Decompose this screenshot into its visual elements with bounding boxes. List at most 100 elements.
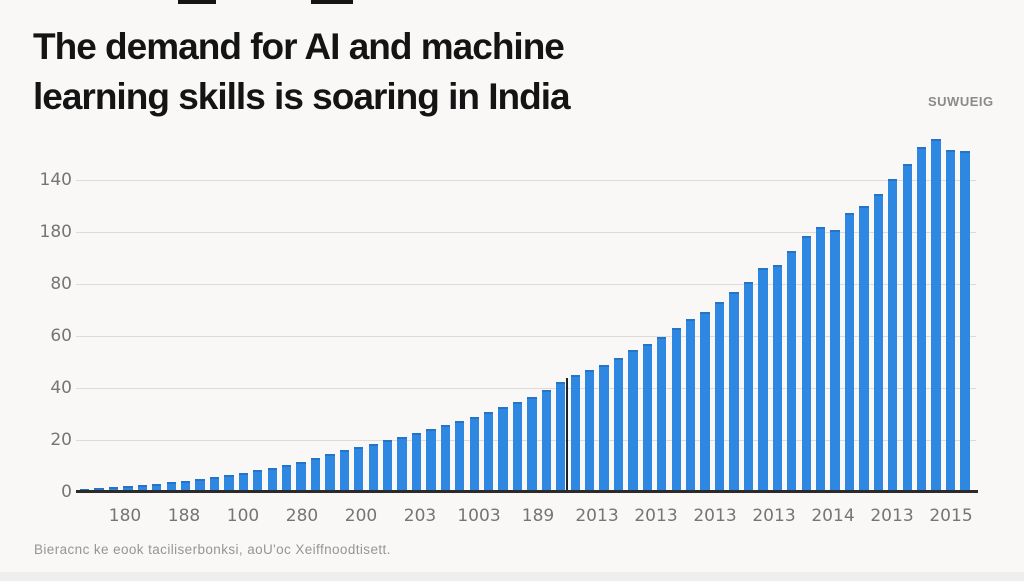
y-axis-tick-label: 60	[50, 326, 72, 346]
bar	[325, 454, 335, 492]
bar	[123, 486, 133, 492]
bar	[743, 281, 754, 492]
gridline	[76, 180, 976, 181]
bar	[844, 213, 855, 492]
bar-series	[80, 135, 978, 492]
y-axis-tick-label: 0	[61, 482, 72, 502]
bar	[181, 481, 191, 492]
chart-title-line1: The demand for AI and machine	[33, 26, 565, 67]
bar	[166, 482, 176, 492]
bar	[209, 476, 220, 492]
y-axis-tick-label: 80	[50, 274, 72, 294]
bar	[671, 327, 681, 492]
bar	[282, 465, 292, 492]
x-axis-tick-label: 200	[344, 506, 378, 526]
bar	[772, 265, 782, 492]
bar	[108, 487, 119, 492]
vertical-marker-line	[566, 378, 568, 493]
bar	[354, 447, 364, 492]
x-axis-tick-label: 2015	[929, 506, 973, 526]
x-axis-tick-label: 2013	[752, 506, 796, 526]
x-axis-tick-label: 2013	[693, 506, 737, 526]
bar	[859, 206, 869, 492]
footnote-text: Bieracnc ke eook taciliserbonksi, aoU'oc…	[34, 542, 391, 557]
gridline	[76, 284, 976, 285]
x-axis-tick-label: 2013	[634, 506, 678, 526]
source-logo-text: SUWUEIG	[928, 94, 994, 109]
bottom-band	[0, 572, 1024, 581]
bar	[902, 163, 912, 492]
bar	[585, 370, 595, 492]
bar	[613, 358, 624, 492]
y-axis-tick-label: 180	[39, 222, 72, 242]
bar	[599, 365, 609, 492]
bar	[440, 424, 451, 492]
bar	[541, 390, 552, 492]
gridline	[76, 232, 976, 233]
gridline	[76, 440, 976, 441]
x-axis-tick-label: 180	[108, 506, 142, 526]
y-axis-tick-label: 140	[39, 170, 72, 190]
x-axis-tick-label: 2013	[870, 506, 914, 526]
gridline	[76, 336, 976, 337]
bar	[758, 267, 768, 492]
bar	[253, 469, 263, 492]
bar	[411, 433, 422, 492]
bar	[657, 337, 667, 492]
x-axis-tick-label: 1003	[457, 506, 501, 526]
top-edge-mark	[311, 0, 353, 4]
bar	[686, 319, 696, 492]
bar	[455, 421, 465, 492]
bar	[960, 150, 970, 492]
bar	[830, 229, 840, 492]
bar	[873, 194, 883, 492]
bar	[368, 443, 378, 492]
bar	[397, 436, 407, 492]
bar	[945, 150, 956, 492]
bar	[527, 397, 537, 492]
x-axis-tick-label: 280	[285, 506, 319, 526]
x-axis-tick-label: 100	[226, 506, 260, 526]
bar	[570, 375, 580, 492]
top-edge-mark	[178, 0, 216, 4]
x-axis-tick-label: 203	[403, 506, 437, 526]
bar	[484, 411, 494, 492]
bar	[296, 462, 306, 492]
gridline	[76, 388, 976, 389]
bar	[498, 407, 508, 492]
bar	[729, 292, 739, 492]
bar	[642, 344, 653, 492]
bar	[224, 475, 234, 492]
bar	[310, 457, 321, 492]
bar	[628, 350, 638, 492]
chart-title-line2: learning skills is soaring in India	[33, 76, 571, 117]
bar	[556, 382, 566, 492]
bar	[383, 440, 393, 492]
bar	[801, 235, 811, 492]
y-axis-tick-label: 20	[50, 430, 72, 450]
x-axis-line	[76, 490, 978, 493]
bar	[267, 468, 277, 492]
bar	[137, 485, 148, 492]
x-axis-tick-label: 2013	[575, 506, 619, 526]
bar	[931, 138, 941, 492]
bar	[238, 473, 249, 492]
bar	[787, 251, 797, 492]
bar	[916, 147, 927, 492]
bar	[888, 179, 898, 492]
x-axis-tick-label: 188	[167, 506, 201, 526]
bar	[426, 429, 436, 492]
y-axis-tick-label: 40	[50, 378, 72, 398]
bar	[512, 402, 523, 492]
bar	[339, 449, 350, 492]
bar	[700, 312, 710, 492]
bar	[469, 417, 479, 492]
chart-title: The demand for AI and machine learning sk…	[33, 22, 693, 122]
bar	[815, 227, 826, 492]
bar	[152, 483, 162, 492]
bar	[195, 479, 205, 492]
x-axis-tick-label: 2014	[811, 506, 855, 526]
bar	[714, 301, 725, 492]
x-axis-tick-label: 189	[521, 506, 555, 526]
